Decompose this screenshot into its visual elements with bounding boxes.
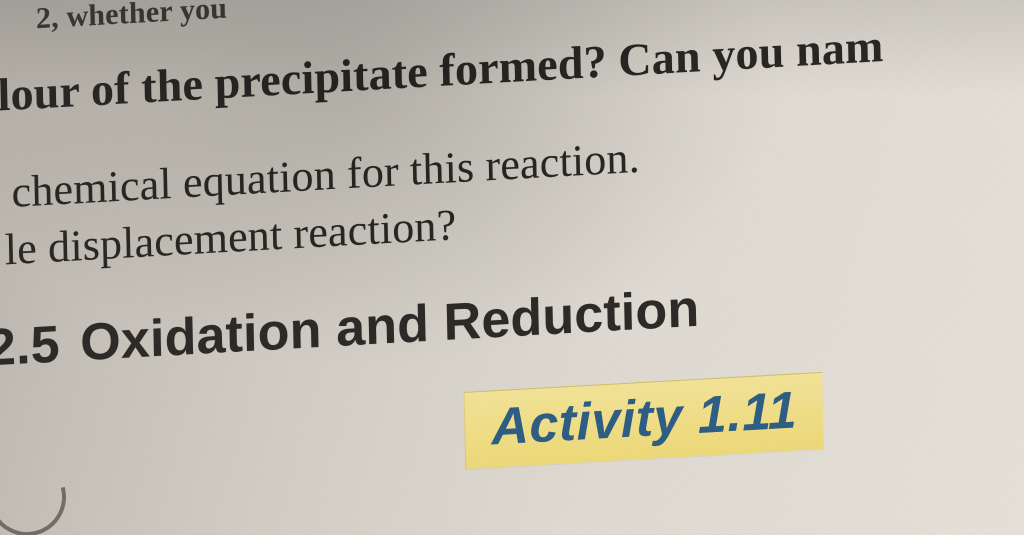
- activity-box: Activity 1.11: [464, 357, 1024, 469]
- textbook-photo: 2, whether you lour of the precipitate f…: [0, 0, 1024, 535]
- section-number: 2.5: [0, 315, 60, 377]
- text-block: 2, whether you lour of the precipitate f…: [0, 0, 1024, 496]
- section-title: Oxidation and Reduction: [80, 280, 700, 373]
- section-heading: 2.5 Oxidation and Reduction: [0, 257, 1024, 378]
- activity-label: Activity 1.11: [491, 381, 798, 456]
